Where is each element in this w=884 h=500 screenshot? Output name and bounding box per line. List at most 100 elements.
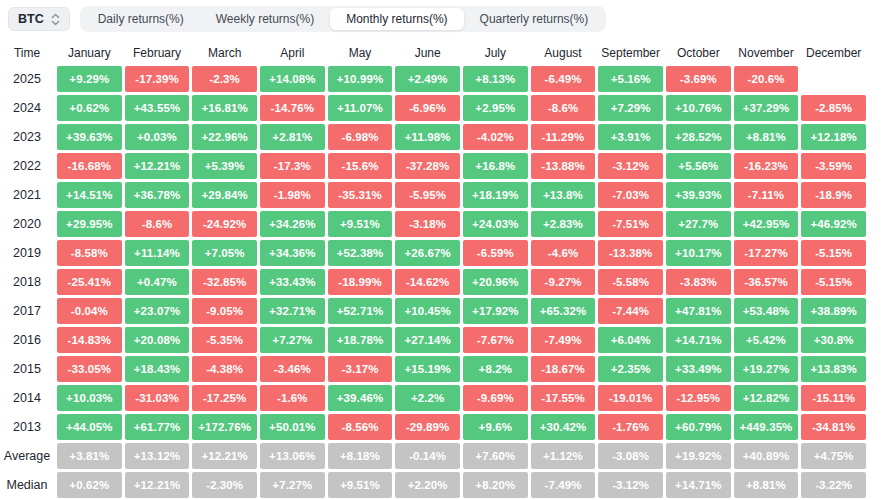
tab-group: Daily returns(%)Weekly returns(%)Monthly… — [80, 6, 607, 32]
toolbar: BTC Daily returns(%)Weekly returns(%)Mon… — [0, 0, 884, 33]
return-cell: +47.81% — [666, 298, 731, 324]
return-cell: +16.81% — [192, 95, 257, 121]
row-label-2019: 2019 — [0, 240, 54, 266]
return-cell: -32.85% — [192, 269, 257, 295]
row-label-median: Median — [0, 472, 54, 498]
return-cell: -9.05% — [192, 298, 257, 324]
return-cell: +18.78% — [328, 327, 393, 353]
return-cell: +9.51% — [328, 472, 393, 498]
return-cell: -6.96% — [395, 95, 460, 121]
return-cell: -35.31% — [328, 182, 393, 208]
return-cell: +7.29% — [598, 95, 663, 121]
return-cell: +0.47% — [125, 269, 190, 295]
return-cell: -20.6% — [734, 66, 799, 92]
return-cell: +7.60% — [463, 443, 528, 469]
return-cell: -18.67% — [531, 356, 596, 382]
return-cell: +33.49% — [666, 356, 731, 382]
column-header-february: February — [125, 36, 190, 63]
return-cell: -31.03% — [125, 385, 190, 411]
column-header-june: June — [395, 36, 460, 63]
return-cell: +33.43% — [260, 269, 325, 295]
return-cell: +61.77% — [125, 414, 190, 440]
return-cell: +52.38% — [328, 240, 393, 266]
return-cell: +27.7% — [666, 211, 731, 237]
return-cell: -9.69% — [463, 385, 528, 411]
return-cell: +12.21% — [192, 443, 257, 469]
return-cell: +11.98% — [395, 124, 460, 150]
return-cell: +4.75% — [801, 443, 866, 469]
return-cell: -15.6% — [328, 153, 393, 179]
column-header-december: December — [801, 36, 866, 63]
return-cell: -7.03% — [598, 182, 663, 208]
return-cell: -3.12% — [598, 472, 663, 498]
return-cell: -29.89% — [395, 414, 460, 440]
return-cell: +8.81% — [734, 124, 799, 150]
return-cell: -2.3% — [192, 66, 257, 92]
return-cell: +38.89% — [801, 298, 866, 324]
return-cell: +3.81% — [57, 443, 122, 469]
return-cell: +17.92% — [463, 298, 528, 324]
return-cell: +2.95% — [463, 95, 528, 121]
return-cell: +36.78% — [125, 182, 190, 208]
return-cell: +14.71% — [666, 472, 731, 498]
return-cell: +16.8% — [463, 153, 528, 179]
return-cell: +52.71% — [328, 298, 393, 324]
return-cell: +44.05% — [57, 414, 122, 440]
return-cell: -0.14% — [395, 443, 460, 469]
return-cell: +14.71% — [666, 327, 731, 353]
return-cell: +3.91% — [598, 124, 663, 150]
return-cell: +0.62% — [57, 472, 122, 498]
return-cell: +30.8% — [801, 327, 866, 353]
row-label-2020: 2020 — [0, 211, 54, 237]
return-cell: +5.42% — [734, 327, 799, 353]
return-cell: +29.95% — [57, 211, 122, 237]
row-label-2025: 2025 — [0, 66, 54, 92]
return-cell: +1.12% — [531, 443, 596, 469]
return-cell: +39.63% — [57, 124, 122, 150]
return-cell: -3.69% — [666, 66, 731, 92]
return-cell: -5.15% — [801, 240, 866, 266]
coin-selector[interactable]: BTC — [8, 7, 70, 31]
return-cell: +20.08% — [125, 327, 190, 353]
row-label-2014: 2014 — [0, 385, 54, 411]
tab-quarterly-returns[interactable]: Quarterly returns(%) — [464, 8, 605, 30]
return-cell: -16.23% — [734, 153, 799, 179]
return-cell: -37.28% — [395, 153, 460, 179]
return-cell: +8.20% — [463, 472, 528, 498]
return-cell: +23.07% — [125, 298, 190, 324]
return-cell: -17.55% — [531, 385, 596, 411]
return-cell: -24.92% — [192, 211, 257, 237]
return-cell: -4.38% — [192, 356, 257, 382]
return-cell: -2.85% — [801, 95, 866, 121]
tab-monthly-returns[interactable]: Monthly returns(%) — [330, 8, 463, 30]
row-label-2021: 2021 — [0, 182, 54, 208]
return-cell: -3.18% — [395, 211, 460, 237]
tab-weekly-returns[interactable]: Weekly returns(%) — [200, 8, 330, 30]
column-header-march: March — [192, 36, 257, 63]
return-cell: -7.11% — [734, 182, 799, 208]
return-cell: -4.6% — [531, 240, 596, 266]
return-cell: -7.67% — [463, 327, 528, 353]
return-cell: +53.48% — [734, 298, 799, 324]
return-cell: -1.76% — [598, 414, 663, 440]
return-cell: -3.46% — [260, 356, 325, 382]
return-cell: +46.92% — [801, 211, 866, 237]
return-cell: +10.76% — [666, 95, 731, 121]
return-cell: -6.98% — [328, 124, 393, 150]
column-header-january: January — [57, 36, 122, 63]
return-cell: +65.32% — [531, 298, 596, 324]
return-cell: -13.38% — [598, 240, 663, 266]
return-cell: -8.56% — [328, 414, 393, 440]
return-cell: -17.3% — [260, 153, 325, 179]
column-header-november: November — [734, 36, 799, 63]
tab-daily-returns[interactable]: Daily returns(%) — [82, 8, 200, 30]
return-cell: +5.16% — [598, 66, 663, 92]
return-cell: -3.83% — [666, 269, 731, 295]
return-cell: +12.21% — [125, 472, 190, 498]
return-cell: -8.6% — [531, 95, 596, 121]
column-header-may: May — [328, 36, 393, 63]
return-cell: +26.67% — [395, 240, 460, 266]
return-cell: +8.18% — [328, 443, 393, 469]
return-cell: +7.27% — [260, 327, 325, 353]
row-label-2024: 2024 — [0, 95, 54, 121]
